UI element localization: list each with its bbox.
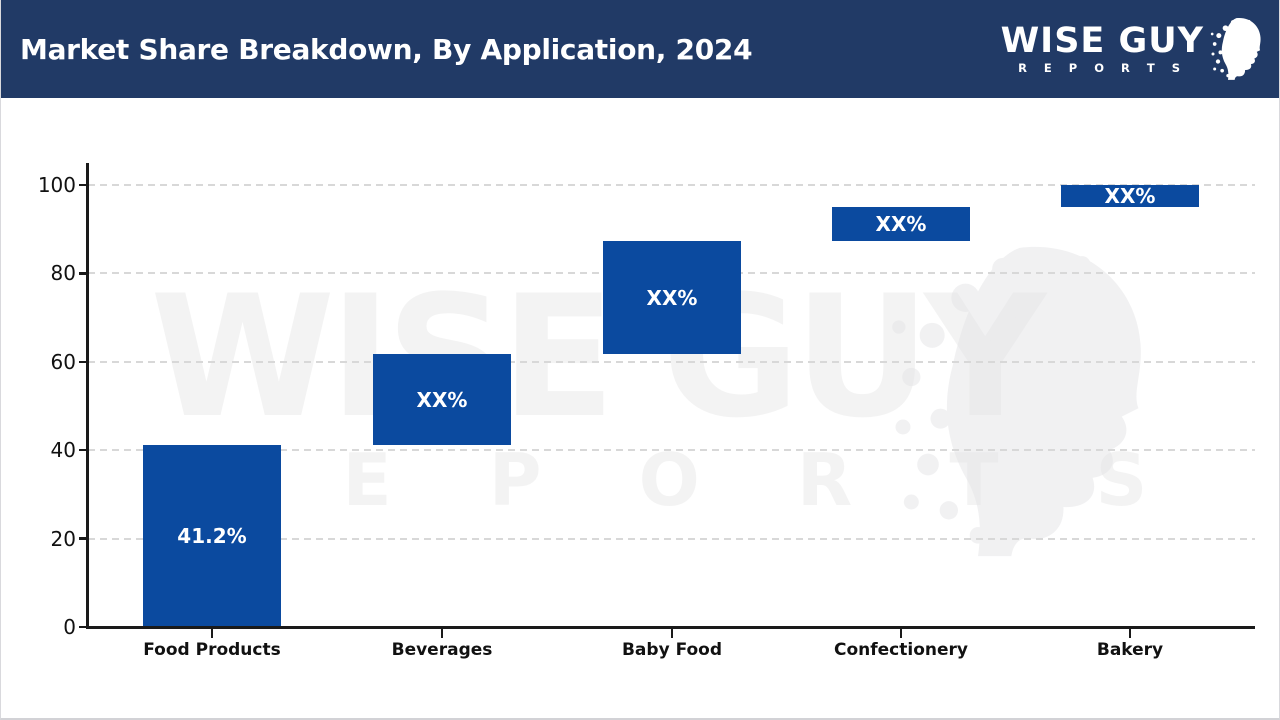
y-tick-label-0: 0 xyxy=(63,615,76,639)
x-tick-label-baby-food: Baby Food xyxy=(621,640,723,660)
y-tick-label-80: 80 xyxy=(50,261,76,286)
gridline-100 xyxy=(88,184,1255,186)
logo-subtitle: R E P O R T S xyxy=(1018,60,1187,75)
y-tick-mark-20 xyxy=(79,537,88,540)
x-tick-mark-food-products xyxy=(210,629,214,638)
bar-value-label-baby-food: XX% xyxy=(646,285,698,310)
chart-plot-area: WISE GUY R E P O R T S 0 20 40 60 80 100 41.2%… xyxy=(0,98,1280,720)
page-title: Market Share Breakdown, By Application, … xyxy=(20,32,753,66)
y-tick-mark-80 xyxy=(79,272,88,275)
x-tick-mark-baby-food xyxy=(670,629,674,638)
y-tick-mark-40 xyxy=(79,449,88,452)
x-tick-mark-confectionery xyxy=(899,629,903,638)
y-tick-mark-100 xyxy=(79,183,88,187)
y-tick-label-100: 100 xyxy=(37,173,76,197)
bar-value-label-confectionery: XX% xyxy=(875,212,927,237)
bar-confectionery: XX% xyxy=(832,207,970,242)
gridline-40 xyxy=(88,449,1255,452)
x-axis-line xyxy=(86,626,1255,629)
bar-beverages: XX% xyxy=(373,354,511,445)
bar-value-label-food-products: 41.2% xyxy=(177,523,247,548)
y-tick-label-40: 40 xyxy=(50,438,76,463)
gridline-20 xyxy=(88,537,1255,540)
x-tick-label-food-products: Food Products xyxy=(143,640,281,660)
x-tick-label-confectionery: Confectionery xyxy=(834,640,968,660)
x-tick-mark-bakery xyxy=(1128,629,1132,638)
wise-guy-logo: WISE GUY R E P O R T S xyxy=(1001,8,1268,90)
y-tick-mark-0 xyxy=(79,625,88,629)
bar-value-label-beverages: XX% xyxy=(416,387,468,412)
bar-food-products: 41.2% xyxy=(143,444,281,627)
y-tick-label-60: 60 xyxy=(50,349,76,374)
bar-baby-food: XX% xyxy=(603,241,741,355)
logo-text: WISE GUY R E P O R T S xyxy=(1001,23,1204,75)
y-axis-line xyxy=(86,163,89,629)
logo-wordmark: WISE GUY xyxy=(1000,21,1204,62)
bar-value-label-bakery: XX% xyxy=(1104,184,1156,209)
x-tick-mark-beverages xyxy=(440,629,444,638)
y-tick-mark-60 xyxy=(79,360,88,363)
header-bar: Market Share Breakdown, By Application, … xyxy=(0,0,1280,98)
x-tick-label-bakery: Bakery xyxy=(1096,640,1164,660)
logo-head-icon xyxy=(1210,17,1261,80)
y-tick-label-20: 20 xyxy=(50,526,76,551)
watermark-wordmark: WISE GUY xyxy=(150,273,1046,441)
gridline-60 xyxy=(88,360,1255,363)
watermark-subtitle: R E P O R T S xyxy=(190,444,1183,516)
bar-bakery: XX% xyxy=(1061,184,1199,209)
x-tick-label-beverages: Beverages xyxy=(391,640,493,660)
